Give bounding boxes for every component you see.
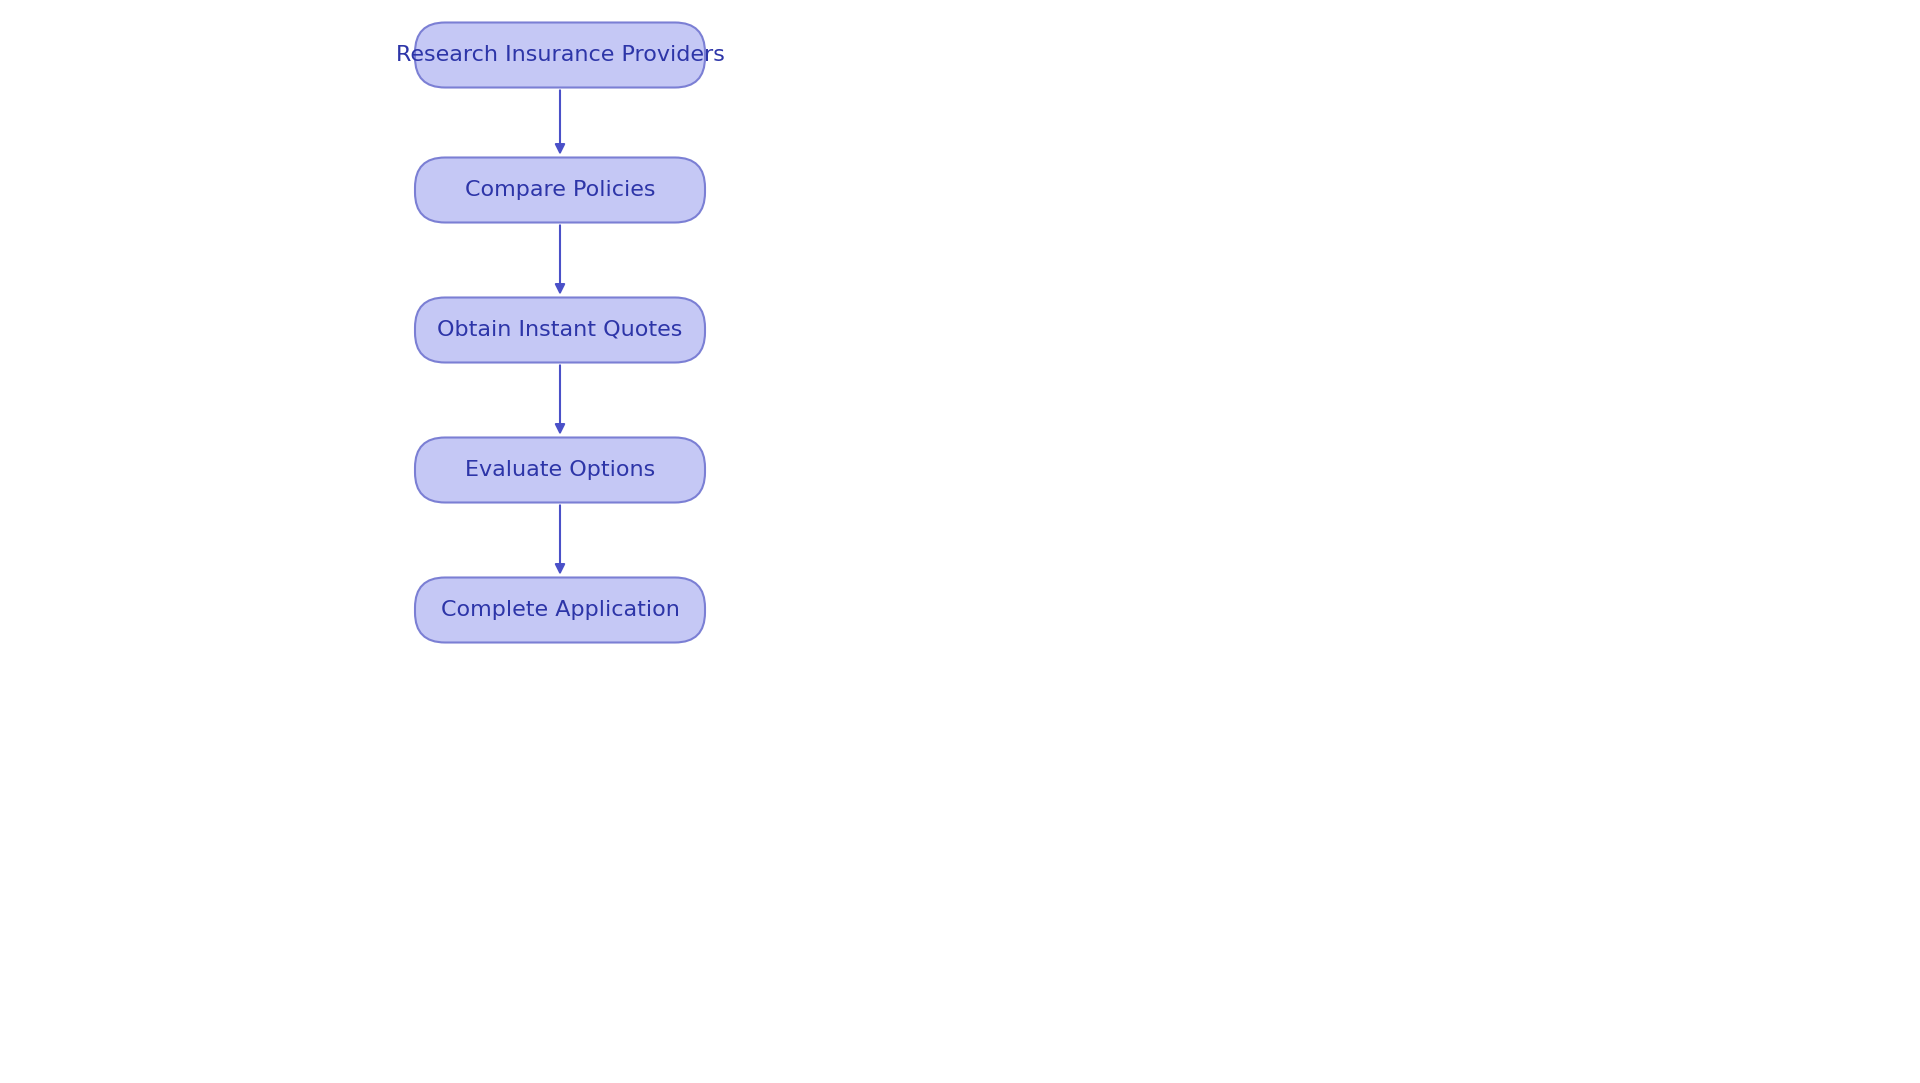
- Text: Complete Application: Complete Application: [440, 600, 680, 619]
- FancyBboxPatch shape: [415, 23, 705, 88]
- Text: Research Insurance Providers: Research Insurance Providers: [396, 45, 724, 65]
- FancyBboxPatch shape: [415, 298, 705, 363]
- FancyBboxPatch shape: [415, 157, 705, 222]
- Text: Obtain Instant Quotes: Obtain Instant Quotes: [438, 319, 684, 340]
- Text: Compare Policies: Compare Policies: [465, 180, 655, 200]
- FancyBboxPatch shape: [415, 438, 705, 503]
- FancyBboxPatch shape: [415, 577, 705, 642]
- Text: Evaluate Options: Evaluate Options: [465, 460, 655, 480]
